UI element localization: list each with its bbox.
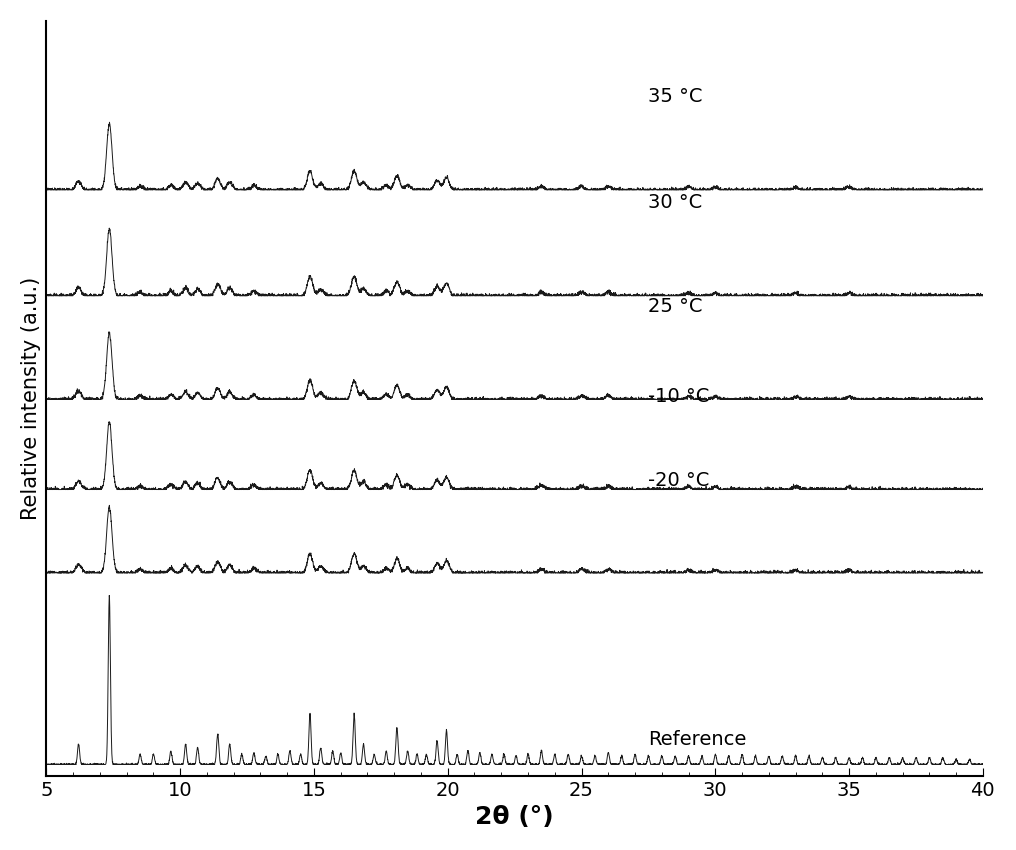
Text: 35 °C: 35 °C	[648, 88, 703, 106]
Text: 25 °C: 25 °C	[648, 297, 703, 316]
Text: -20 °C: -20 °C	[648, 471, 710, 490]
Text: 30 °C: 30 °C	[648, 194, 703, 212]
X-axis label: 2θ (°): 2θ (°)	[475, 805, 554, 829]
Y-axis label: Relative intensity (a.u.): Relative intensity (a.u.)	[21, 276, 41, 520]
Text: Reference: Reference	[648, 729, 747, 749]
Text: -10 °C: -10 °C	[648, 388, 710, 406]
